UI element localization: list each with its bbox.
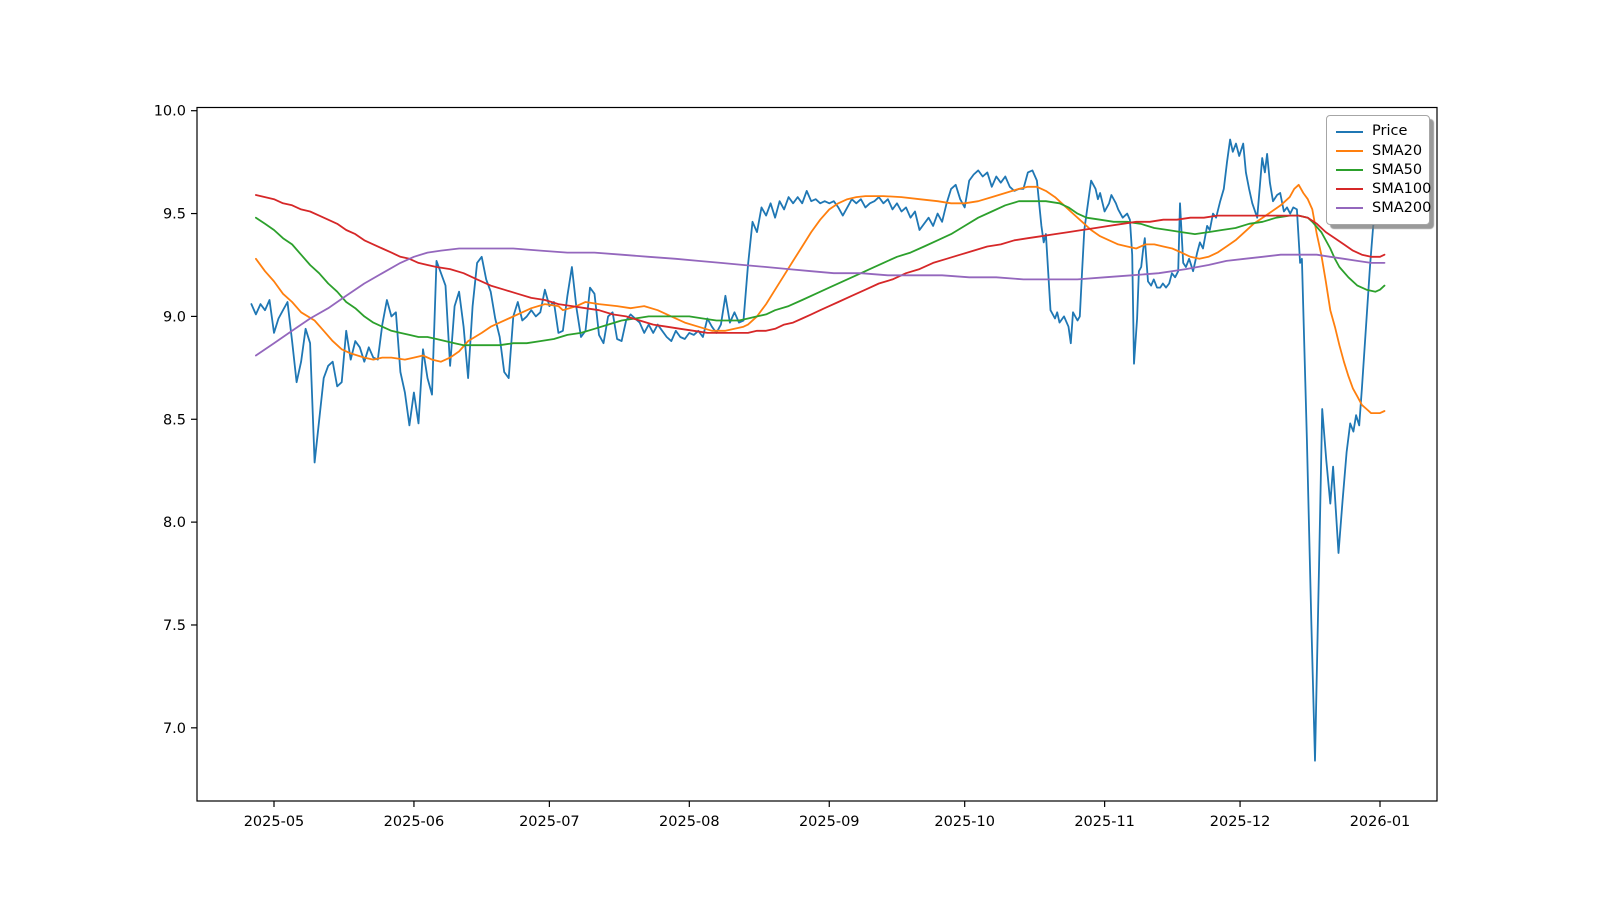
legend-label: Price	[1372, 123, 1408, 140]
y-tick-label: 8.0	[163, 515, 186, 531]
y-tick-label: 8.5	[163, 412, 186, 428]
legend-label: SMA100	[1372, 180, 1432, 197]
series-line-price	[250, 138, 1386, 762]
x-tick-label: 2025-06	[384, 814, 445, 830]
y-tick-label: 10.0	[154, 104, 186, 120]
x-tick-label: 2025-07	[519, 814, 580, 830]
x-tick-label: 2025-08	[659, 814, 720, 830]
legend-label: SMA50	[1372, 161, 1423, 178]
legend-label: SMA20	[1372, 142, 1423, 159]
legend-label: SMA200	[1372, 200, 1432, 217]
x-tick-label: 2025-12	[1210, 814, 1271, 830]
x-tick-label: 2025-05	[244, 814, 305, 830]
legend-entry-sma20: SMA20	[1336, 141, 1423, 160]
axes-spines	[196, 106, 1438, 802]
series-line-sma20	[254, 183, 1386, 415]
legend: Price SMA20 SMA50 SMA100 SMA200	[1326, 115, 1431, 225]
legend-entry-sma100: SMA100	[1336, 180, 1431, 199]
x-tick-label: 2025-09	[799, 814, 860, 830]
legend-entry-price: Price	[1336, 122, 1421, 141]
legend-line-sample	[1336, 130, 1363, 133]
legend-line-sample	[1336, 207, 1363, 210]
series-line-sma200	[254, 247, 1386, 357]
x-tick-label: 2026-01	[1350, 814, 1411, 830]
legend-line-sample	[1336, 149, 1363, 152]
legend-entry-sma200: SMA200	[1336, 199, 1431, 218]
x-tick-label: 2025-11	[1074, 814, 1135, 830]
y-tick-label: 9.0	[163, 309, 186, 325]
y-tick-label: 7.0	[163, 721, 186, 737]
legend-line-sample	[1336, 188, 1363, 191]
y-tick-label: 7.5	[163, 618, 186, 634]
y-tick-label: 9.5	[163, 207, 186, 223]
series-line-sma100	[254, 194, 1386, 334]
x-tick-label: 2025-10	[934, 814, 995, 830]
legend-entry-sma50: SMA50	[1336, 160, 1423, 179]
legend-line-sample	[1336, 168, 1363, 171]
series-line-sma50	[254, 200, 1386, 347]
